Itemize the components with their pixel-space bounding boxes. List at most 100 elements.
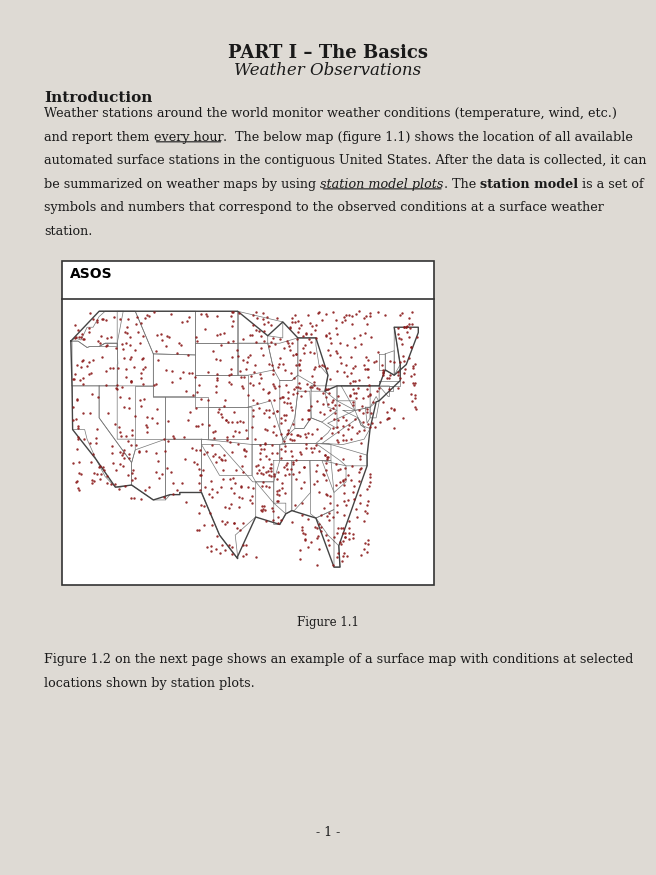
- Text: be summarized on weather maps by using: be summarized on weather maps by using: [45, 178, 321, 191]
- Point: [142, 425, 152, 439]
- Point: [89, 474, 99, 488]
- Point: [85, 406, 95, 420]
- Point: [328, 402, 338, 416]
- Point: [404, 311, 415, 325]
- Point: [338, 410, 348, 424]
- Point: [354, 373, 365, 387]
- Point: [240, 449, 251, 463]
- Point: [349, 331, 359, 345]
- Point: [136, 366, 146, 380]
- Point: [346, 473, 356, 487]
- Point: [119, 325, 130, 339]
- Point: [291, 380, 301, 394]
- Point: [266, 457, 276, 471]
- Point: [346, 351, 356, 365]
- Point: [126, 374, 136, 388]
- Point: [342, 493, 353, 507]
- Point: [319, 448, 330, 462]
- Point: [264, 468, 274, 482]
- Point: [124, 402, 134, 416]
- Point: [108, 456, 118, 470]
- Point: [361, 482, 372, 496]
- Point: [247, 495, 257, 509]
- Point: [406, 340, 417, 354]
- Point: [237, 465, 248, 479]
- Point: [292, 428, 302, 442]
- Point: [348, 527, 358, 541]
- Point: [312, 474, 323, 488]
- Point: [333, 435, 343, 449]
- Point: [279, 396, 290, 410]
- Point: [108, 360, 118, 374]
- Point: [329, 412, 339, 426]
- Point: [342, 550, 352, 564]
- Point: [310, 324, 320, 338]
- Point: [295, 389, 306, 403]
- Point: [257, 479, 268, 493]
- Point: [70, 318, 81, 332]
- Point: [314, 485, 325, 499]
- Point: [324, 489, 335, 503]
- Point: [156, 467, 167, 481]
- Point: [314, 359, 325, 373]
- Point: [136, 399, 146, 413]
- Point: [348, 531, 358, 545]
- Point: [73, 430, 84, 444]
- Point: [91, 430, 101, 444]
- Point: [91, 312, 102, 326]
- Point: [215, 407, 226, 421]
- Point: [117, 446, 128, 460]
- Point: [228, 429, 238, 443]
- Point: [295, 382, 306, 396]
- Point: [333, 413, 343, 427]
- Point: [314, 542, 324, 556]
- Point: [72, 392, 82, 406]
- Point: [362, 506, 373, 520]
- Point: [409, 388, 420, 402]
- Point: [144, 310, 154, 324]
- Point: [302, 308, 313, 322]
- Point: [256, 329, 266, 343]
- Point: [281, 408, 292, 422]
- Point: [229, 404, 239, 418]
- Point: [179, 430, 190, 444]
- Point: [325, 373, 335, 387]
- Point: [337, 315, 347, 329]
- Point: [281, 378, 291, 392]
- Point: [228, 304, 238, 318]
- Point: [355, 328, 365, 342]
- Point: [304, 411, 314, 425]
- Point: [385, 354, 396, 367]
- Point: [364, 466, 375, 480]
- Point: [288, 458, 298, 472]
- Point: [364, 387, 375, 401]
- Point: [187, 441, 197, 455]
- Point: [308, 346, 319, 360]
- Point: [226, 377, 236, 391]
- Point: [355, 488, 365, 502]
- Point: [335, 335, 346, 349]
- Point: [321, 456, 331, 470]
- Point: [202, 309, 213, 323]
- Point: [152, 327, 162, 341]
- Point: [194, 468, 205, 482]
- Point: [96, 349, 107, 363]
- Point: [397, 305, 407, 319]
- Point: [85, 366, 96, 380]
- Point: [219, 448, 230, 462]
- Point: [281, 396, 292, 410]
- Point: [358, 424, 369, 438]
- Point: [221, 414, 232, 428]
- Point: [121, 370, 132, 384]
- Point: [382, 371, 392, 385]
- Point: [287, 432, 297, 446]
- Point: [116, 429, 127, 443]
- Point: [213, 450, 224, 464]
- Point: [225, 310, 236, 324]
- Point: [304, 346, 315, 360]
- Point: [359, 326, 370, 340]
- Point: [307, 380, 318, 394]
- Point: [378, 368, 388, 382]
- Point: [312, 458, 322, 472]
- Point: [175, 338, 186, 352]
